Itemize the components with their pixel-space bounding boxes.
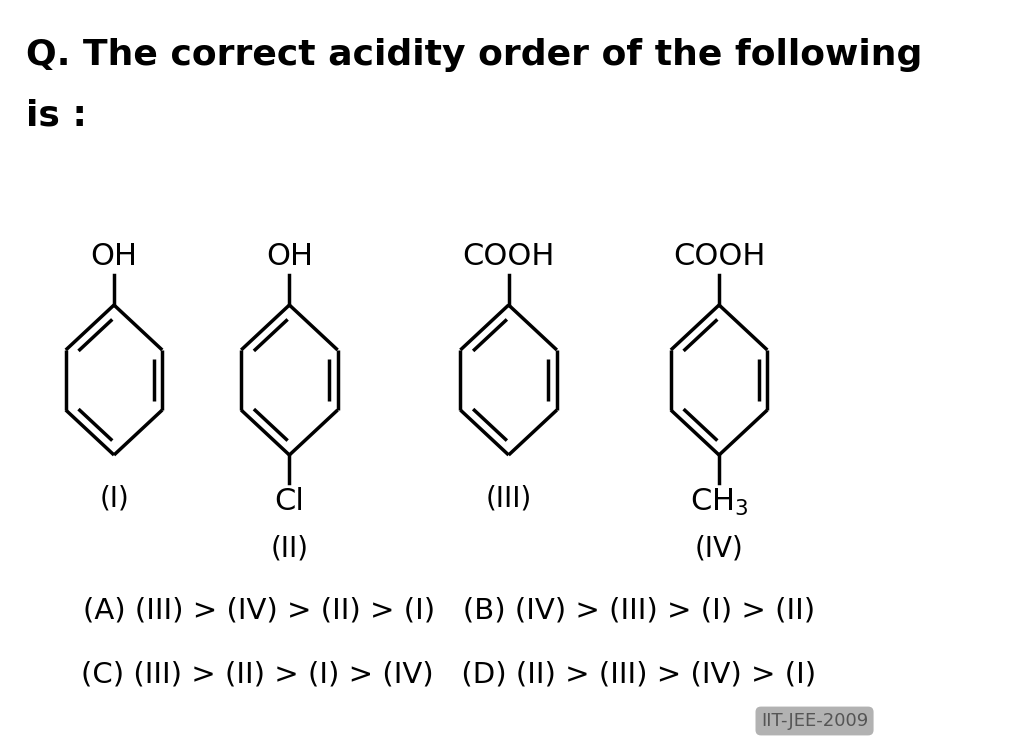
Text: (I): (I) (99, 485, 129, 513)
Text: (C) (III) > (II) > (I) > (IV)   (D) (II) > (III) > (IV) > (I): (C) (III) > (II) > (I) > (IV) (D) (II) >… (82, 661, 816, 689)
Text: (A) (III) > (IV) > (II) > (I)   (B) (IV) > (III) > (I) > (II): (A) (III) > (IV) > (II) > (I) (B) (IV) >… (83, 596, 815, 624)
Text: OH: OH (90, 242, 137, 271)
Text: COOH: COOH (673, 242, 765, 271)
Text: COOH: COOH (463, 242, 555, 271)
Text: OH: OH (266, 242, 313, 271)
Text: IIT-JEE-2009: IIT-JEE-2009 (761, 712, 868, 730)
Text: $\mathrm{CH_3}$: $\mathrm{CH_3}$ (690, 487, 749, 518)
Text: is :: is : (27, 98, 87, 132)
Text: (III): (III) (485, 485, 531, 513)
Text: (IV): (IV) (694, 535, 743, 563)
Text: Q. The correct acidity order of the following: Q. The correct acidity order of the foll… (27, 38, 923, 72)
Text: Cl: Cl (274, 487, 304, 516)
Text: (II): (II) (270, 535, 308, 563)
